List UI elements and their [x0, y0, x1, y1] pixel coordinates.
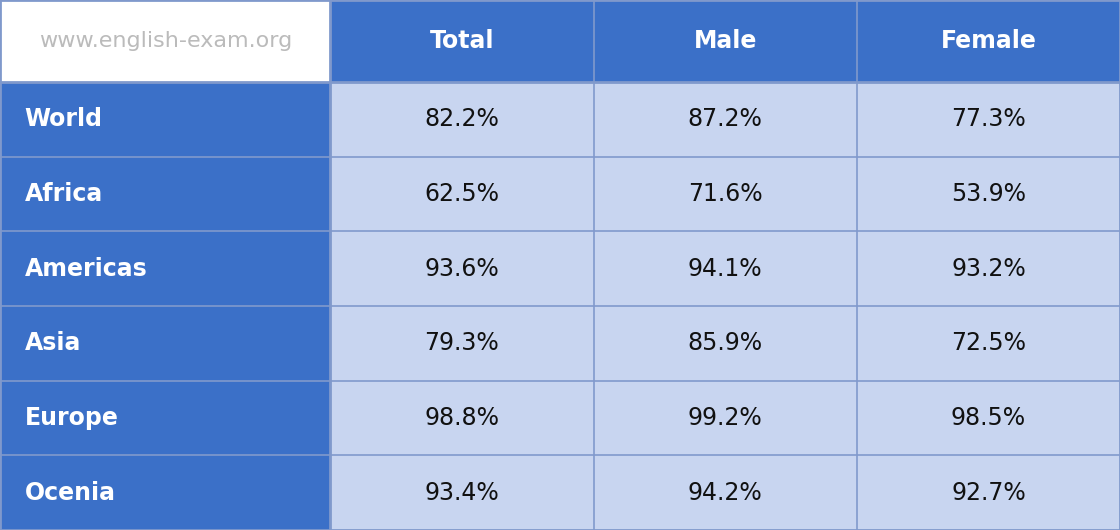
- Text: Europe: Europe: [25, 406, 119, 430]
- FancyBboxPatch shape: [594, 381, 857, 455]
- Text: 92.7%: 92.7%: [951, 481, 1026, 505]
- FancyBboxPatch shape: [857, 306, 1120, 381]
- FancyBboxPatch shape: [857, 0, 1120, 82]
- Text: 98.5%: 98.5%: [951, 406, 1026, 430]
- Text: Americas: Americas: [25, 257, 148, 281]
- FancyBboxPatch shape: [594, 455, 857, 530]
- Text: World: World: [25, 108, 103, 131]
- Text: Male: Male: [693, 29, 757, 53]
- Text: 98.8%: 98.8%: [424, 406, 500, 430]
- Text: 72.5%: 72.5%: [951, 331, 1026, 356]
- Text: 77.3%: 77.3%: [951, 108, 1026, 131]
- Text: 85.9%: 85.9%: [688, 331, 763, 356]
- Text: 79.3%: 79.3%: [424, 331, 500, 356]
- FancyBboxPatch shape: [330, 455, 594, 530]
- Text: 87.2%: 87.2%: [688, 108, 763, 131]
- FancyBboxPatch shape: [330, 82, 594, 157]
- Text: 99.2%: 99.2%: [688, 406, 763, 430]
- Text: 94.1%: 94.1%: [688, 257, 763, 281]
- Text: 93.4%: 93.4%: [424, 481, 500, 505]
- FancyBboxPatch shape: [330, 381, 594, 455]
- Text: Female: Female: [941, 29, 1036, 53]
- FancyBboxPatch shape: [0, 232, 330, 306]
- FancyBboxPatch shape: [0, 381, 330, 455]
- FancyBboxPatch shape: [594, 306, 857, 381]
- FancyBboxPatch shape: [594, 0, 857, 82]
- Text: 93.2%: 93.2%: [951, 257, 1026, 281]
- FancyBboxPatch shape: [0, 0, 330, 82]
- FancyBboxPatch shape: [330, 0, 594, 82]
- Text: 53.9%: 53.9%: [951, 182, 1026, 206]
- FancyBboxPatch shape: [330, 306, 594, 381]
- FancyBboxPatch shape: [857, 82, 1120, 157]
- Text: Africa: Africa: [25, 182, 103, 206]
- Text: Ocenia: Ocenia: [25, 481, 115, 505]
- Text: 62.5%: 62.5%: [424, 182, 500, 206]
- FancyBboxPatch shape: [857, 455, 1120, 530]
- FancyBboxPatch shape: [857, 232, 1120, 306]
- Text: Total: Total: [430, 29, 494, 53]
- Text: 71.6%: 71.6%: [688, 182, 763, 206]
- Text: www.english-exam.org: www.english-exam.org: [38, 31, 292, 51]
- FancyBboxPatch shape: [0, 157, 330, 232]
- FancyBboxPatch shape: [0, 306, 330, 381]
- FancyBboxPatch shape: [330, 157, 594, 232]
- FancyBboxPatch shape: [857, 381, 1120, 455]
- FancyBboxPatch shape: [594, 82, 857, 157]
- FancyBboxPatch shape: [330, 232, 594, 306]
- FancyBboxPatch shape: [594, 232, 857, 306]
- FancyBboxPatch shape: [0, 455, 330, 530]
- Text: 94.2%: 94.2%: [688, 481, 763, 505]
- Text: Asia: Asia: [25, 331, 81, 356]
- FancyBboxPatch shape: [0, 82, 330, 157]
- FancyBboxPatch shape: [594, 157, 857, 232]
- Text: 93.6%: 93.6%: [424, 257, 500, 281]
- FancyBboxPatch shape: [857, 157, 1120, 232]
- Text: 82.2%: 82.2%: [424, 108, 500, 131]
